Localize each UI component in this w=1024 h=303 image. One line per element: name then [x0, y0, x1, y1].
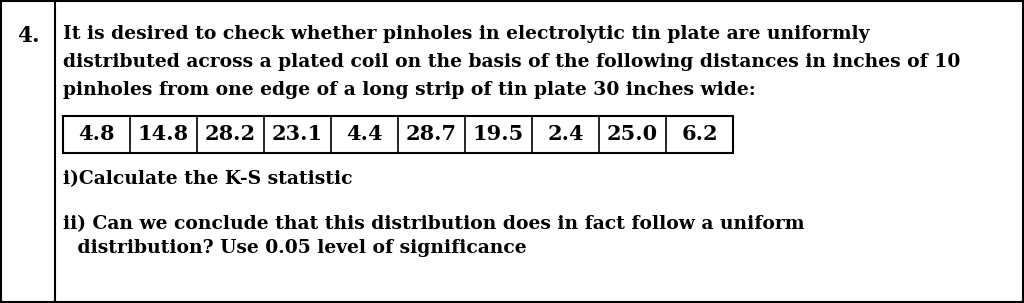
- Text: 2.4: 2.4: [547, 125, 584, 145]
- Text: 28.7: 28.7: [406, 125, 457, 145]
- Bar: [63, 116, 733, 153]
- Text: It is desired to check whether pinholes in electrolytic tin plate are uniformly: It is desired to check whether pinholes …: [63, 25, 869, 43]
- Text: distribution? Use 0.05 level of significance: distribution? Use 0.05 level of signific…: [71, 239, 526, 257]
- Text: 6.2: 6.2: [681, 125, 718, 145]
- Text: 4.: 4.: [16, 25, 39, 47]
- Text: 4.4: 4.4: [346, 125, 383, 145]
- Text: pinholes from one edge of a long strip of tin plate 30 inches wide:: pinholes from one edge of a long strip o…: [63, 81, 756, 99]
- Text: 4.8: 4.8: [78, 125, 115, 145]
- Text: 14.8: 14.8: [138, 125, 189, 145]
- Text: 23.1: 23.1: [272, 125, 323, 145]
- Text: 25.0: 25.0: [607, 125, 658, 145]
- Text: i)Calculate the K-S statistic: i)Calculate the K-S statistic: [63, 170, 352, 188]
- Text: distributed across a plated coil on the basis of the following distances in inch: distributed across a plated coil on the …: [63, 53, 961, 71]
- Text: 28.2: 28.2: [205, 125, 256, 145]
- Text: 19.5: 19.5: [473, 125, 524, 145]
- Text: ii) Can we conclude that this distribution does in fact follow a uniform: ii) Can we conclude that this distributi…: [63, 215, 805, 233]
